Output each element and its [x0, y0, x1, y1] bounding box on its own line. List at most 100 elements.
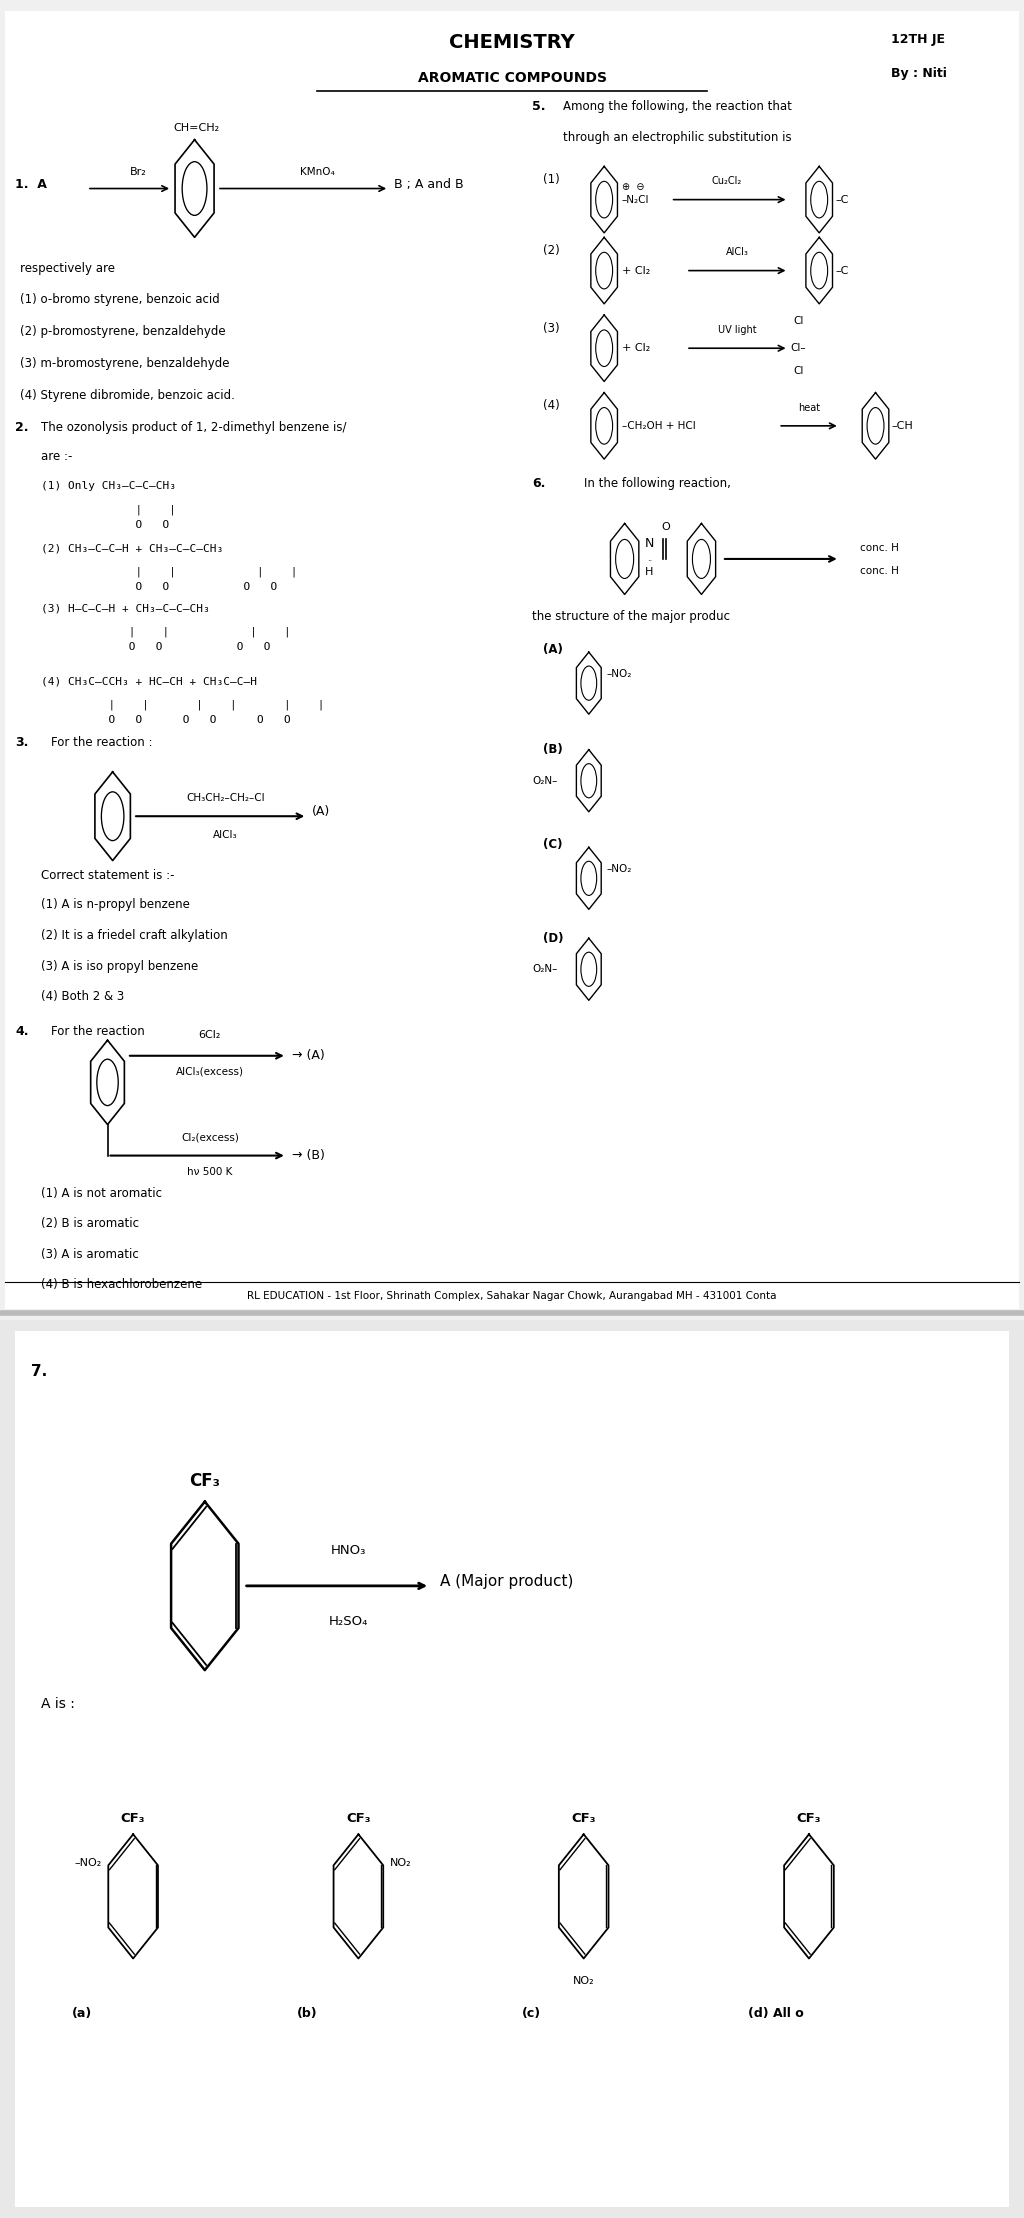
Text: 3.: 3.: [15, 736, 29, 750]
Text: Br₂: Br₂: [130, 166, 146, 177]
Text: (b): (b): [297, 2007, 317, 2021]
Text: (3): (3): [543, 322, 559, 335]
Text: AlCl₃: AlCl₃: [213, 830, 238, 841]
Text: –NO₂: –NO₂: [74, 1859, 101, 1868]
Text: 1.  A: 1. A: [15, 177, 47, 191]
Text: –CH: –CH: [892, 421, 913, 430]
Text: HNO₃: HNO₃: [331, 1544, 366, 1557]
Text: (d) All o: (d) All o: [748, 2007, 803, 2021]
Text: O₂N–: O₂N–: [532, 965, 558, 974]
Text: + Cl₂: + Cl₂: [622, 344, 650, 353]
Text: (4): (4): [543, 399, 559, 413]
Text: respectively are: respectively are: [20, 262, 116, 275]
FancyBboxPatch shape: [15, 1331, 1009, 2207]
Text: N: N: [645, 537, 654, 550]
Text: B ; A and B: B ; A and B: [394, 177, 464, 191]
Text: For the reaction: For the reaction: [51, 1025, 145, 1038]
Text: (4) Both 2 & 3: (4) Both 2 & 3: [41, 989, 124, 1003]
Text: CH=CH₂: CH=CH₂: [173, 122, 220, 133]
Text: (A): (A): [312, 805, 331, 818]
Text: O₂N–: O₂N–: [532, 776, 558, 785]
Text: through an electrophilic substitution is: through an electrophilic substitution is: [563, 131, 792, 144]
Text: (4) B is hexachlorobenzene: (4) B is hexachlorobenzene: [41, 1278, 202, 1291]
Text: Among the following, the reaction that: Among the following, the reaction that: [563, 100, 793, 113]
Text: → (A): → (A): [292, 1049, 325, 1062]
Text: NO₂: NO₂: [390, 1859, 412, 1868]
Text: (3) H–C–C–H + CH₃–C–C–CH₃: (3) H–C–C–H + CH₃–C–C–CH₃: [41, 603, 210, 614]
Text: (1) Only CH₃–C–C–CH₃: (1) Only CH₃–C–C–CH₃: [41, 481, 176, 492]
Text: 5.: 5.: [532, 100, 546, 113]
FancyBboxPatch shape: [0, 1320, 1024, 2218]
Text: 12TH JE: 12TH JE: [891, 33, 945, 47]
Text: Cu₂Cl₂: Cu₂Cl₂: [712, 175, 742, 186]
Text: AROMATIC COMPOUNDS: AROMATIC COMPOUNDS: [418, 71, 606, 84]
Text: (2) CH₃–C–C–H + CH₃–C–C–CH₃: (2) CH₃–C–C–H + CH₃–C–C–CH₃: [41, 543, 223, 554]
Text: For the reaction :: For the reaction :: [51, 736, 153, 750]
Text: –C: –C: [836, 195, 849, 204]
Text: (D): (D): [543, 932, 563, 945]
Text: (3) A is aromatic: (3) A is aromatic: [41, 1249, 138, 1260]
Text: AlCl₃: AlCl₃: [726, 246, 749, 257]
Text: (B): (B): [543, 743, 562, 756]
Text: |    |            |    |: | | | |: [41, 568, 297, 577]
Text: heat: heat: [798, 401, 820, 413]
Text: |    |: | |: [41, 506, 176, 515]
Text: |    |       |    |       |    |: | | | | | |: [41, 701, 325, 710]
Text: By : Niti: By : Niti: [891, 67, 947, 80]
Text: KMnO₄: KMnO₄: [300, 166, 335, 177]
Text: H₂SO₄: H₂SO₄: [329, 1615, 368, 1628]
Text: (1) A is n-propyl benzene: (1) A is n-propyl benzene: [41, 898, 189, 912]
Text: (1) o-bromo styrene, benzoic acid: (1) o-bromo styrene, benzoic acid: [20, 293, 220, 306]
Text: 2.: 2.: [15, 421, 29, 435]
Text: (2) It is a friedel craft alkylation: (2) It is a friedel craft alkylation: [41, 929, 227, 943]
Text: (4) Styrene dibromide, benzoic acid.: (4) Styrene dibromide, benzoic acid.: [20, 390, 236, 401]
Text: (1) A is not aromatic: (1) A is not aromatic: [41, 1187, 162, 1200]
Text: H: H: [645, 568, 653, 577]
Text: (a): (a): [72, 2007, 92, 2021]
Text: Cl–: Cl–: [791, 344, 806, 353]
Text: O   O           O   O: O O O O: [41, 581, 278, 592]
Text: In the following reaction,: In the following reaction,: [584, 477, 730, 490]
Text: AlCl₃(excess): AlCl₃(excess): [176, 1067, 244, 1078]
Text: CF₃: CF₃: [571, 1812, 596, 1825]
Text: –CH₂OH + HCl: –CH₂OH + HCl: [622, 421, 695, 430]
Text: The ozonolysis product of 1, 2-dimethyl benzene is/: The ozonolysis product of 1, 2-dimethyl …: [41, 421, 346, 435]
Text: (3) A is iso propyl benzene: (3) A is iso propyl benzene: [41, 960, 199, 971]
Text: (3) m-bromostyrene, benzaldehyde: (3) m-bromostyrene, benzaldehyde: [20, 357, 230, 370]
Text: conc. H: conc. H: [860, 566, 899, 577]
Text: → (B): → (B): [292, 1149, 325, 1162]
Text: 7.: 7.: [31, 1364, 47, 1380]
Text: ⊕  ⊖: ⊕ ⊖: [622, 182, 644, 193]
Text: (2) p-bromostyrene, benzaldehyde: (2) p-bromostyrene, benzaldehyde: [20, 326, 226, 337]
Text: RL EDUCATION - 1st Floor, Shrinath Complex, Sahakar Nagar Chowk, Aurangabad MH -: RL EDUCATION - 1st Floor, Shrinath Compl…: [247, 1291, 777, 1302]
Text: Correct statement is :-: Correct statement is :-: [41, 869, 174, 883]
Text: conc. H: conc. H: [860, 543, 899, 554]
Text: NO₂: NO₂: [572, 1976, 595, 1987]
Text: –NO₂: –NO₂: [606, 670, 632, 679]
Text: UV light: UV light: [718, 324, 757, 335]
Text: O: O: [662, 521, 670, 532]
Text: (A): (A): [543, 643, 562, 657]
Text: Cl: Cl: [794, 366, 804, 377]
Text: Cl₂(excess): Cl₂(excess): [181, 1131, 239, 1142]
Text: are :-: are :-: [41, 450, 73, 464]
Text: + Cl₂: + Cl₂: [622, 266, 650, 275]
Text: A is :: A is :: [41, 1697, 75, 1710]
Text: CF₃: CF₃: [189, 1473, 220, 1490]
Text: –N₂Cl: –N₂Cl: [622, 195, 649, 204]
Text: (1): (1): [543, 173, 559, 186]
Text: –C: –C: [836, 266, 849, 275]
Text: CHEMISTRY: CHEMISTRY: [450, 33, 574, 53]
Text: 4.: 4.: [15, 1025, 29, 1038]
Text: CF₃: CF₃: [346, 1812, 371, 1825]
Text: O   O      O   O      O   O: O O O O O O: [41, 714, 291, 725]
Text: (c): (c): [522, 2007, 542, 2021]
Text: 6Cl₂: 6Cl₂: [199, 1029, 221, 1040]
Text: CH₃CH₂–CH₂–Cl: CH₃CH₂–CH₂–Cl: [186, 792, 264, 803]
Text: hν 500 K: hν 500 K: [187, 1167, 232, 1178]
Text: (2) B is aromatic: (2) B is aromatic: [41, 1218, 139, 1231]
Text: CF₃: CF₃: [797, 1812, 821, 1825]
Text: (2): (2): [543, 244, 559, 257]
Text: A (Major product): A (Major product): [440, 1575, 573, 1588]
Text: O   O           O   O: O O O O: [41, 643, 270, 652]
